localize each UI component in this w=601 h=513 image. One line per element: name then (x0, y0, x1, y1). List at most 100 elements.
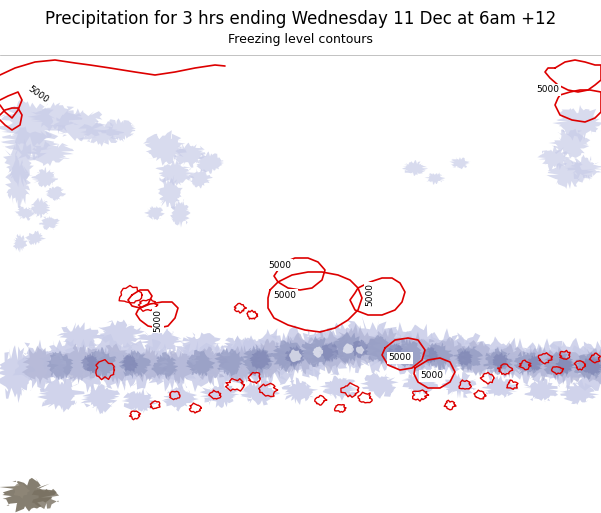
Polygon shape (514, 350, 542, 377)
Polygon shape (310, 322, 379, 376)
Polygon shape (144, 206, 165, 220)
Polygon shape (14, 205, 35, 221)
Polygon shape (78, 121, 124, 147)
Polygon shape (180, 332, 222, 359)
Polygon shape (537, 146, 572, 170)
Polygon shape (512, 338, 576, 383)
Polygon shape (81, 383, 120, 414)
Polygon shape (187, 168, 213, 189)
Polygon shape (93, 344, 139, 384)
Polygon shape (356, 346, 365, 354)
Polygon shape (157, 175, 183, 210)
Polygon shape (32, 488, 59, 509)
Text: Freezing level contours: Freezing level contours (228, 33, 373, 46)
Polygon shape (84, 347, 117, 379)
Text: 5000: 5000 (269, 261, 291, 269)
Polygon shape (388, 324, 455, 377)
Polygon shape (29, 198, 50, 219)
Polygon shape (362, 334, 393, 364)
Polygon shape (166, 341, 227, 392)
Polygon shape (155, 160, 197, 186)
Polygon shape (421, 347, 439, 363)
Polygon shape (0, 345, 35, 403)
Polygon shape (542, 350, 575, 380)
Text: 5000: 5000 (421, 371, 444, 381)
Polygon shape (412, 328, 478, 375)
Polygon shape (1, 126, 59, 161)
Polygon shape (549, 129, 590, 158)
Polygon shape (13, 340, 68, 392)
Polygon shape (394, 338, 424, 368)
Text: 5000: 5000 (388, 353, 412, 363)
Polygon shape (560, 380, 599, 405)
Polygon shape (26, 141, 74, 166)
Polygon shape (0, 478, 56, 512)
Polygon shape (192, 346, 230, 383)
Polygon shape (487, 343, 530, 378)
Polygon shape (37, 377, 85, 412)
Polygon shape (121, 388, 158, 413)
Polygon shape (28, 102, 82, 134)
Polygon shape (134, 343, 205, 391)
Polygon shape (46, 351, 73, 380)
Polygon shape (213, 336, 278, 389)
Polygon shape (552, 105, 601, 143)
Polygon shape (136, 328, 185, 355)
Polygon shape (555, 356, 575, 374)
Polygon shape (13, 233, 28, 252)
Polygon shape (566, 154, 601, 181)
Polygon shape (25, 231, 46, 245)
Polygon shape (220, 336, 262, 360)
Polygon shape (332, 317, 407, 374)
Polygon shape (80, 334, 156, 391)
Polygon shape (170, 199, 191, 228)
Polygon shape (12, 483, 30, 499)
Polygon shape (189, 343, 255, 389)
Polygon shape (249, 349, 271, 370)
Polygon shape (31, 167, 58, 188)
Polygon shape (302, 330, 352, 373)
Polygon shape (108, 339, 175, 389)
Polygon shape (483, 347, 513, 375)
Polygon shape (545, 346, 587, 385)
Polygon shape (93, 320, 145, 351)
Text: 5000: 5000 (273, 290, 296, 300)
Polygon shape (121, 355, 138, 372)
Polygon shape (454, 345, 483, 372)
Polygon shape (546, 158, 594, 189)
Polygon shape (81, 353, 100, 373)
Polygon shape (283, 327, 358, 381)
Polygon shape (214, 347, 245, 377)
Polygon shape (534, 338, 601, 392)
Polygon shape (466, 337, 528, 381)
Polygon shape (143, 130, 187, 166)
Polygon shape (118, 349, 152, 379)
Polygon shape (386, 343, 404, 361)
Polygon shape (456, 350, 474, 366)
Polygon shape (313, 346, 323, 358)
Polygon shape (450, 157, 471, 169)
Polygon shape (582, 356, 601, 376)
Polygon shape (343, 343, 354, 353)
Polygon shape (174, 143, 207, 168)
Polygon shape (493, 352, 508, 369)
Polygon shape (300, 336, 335, 367)
Polygon shape (319, 342, 340, 363)
Text: 5000: 5000 (537, 86, 560, 94)
Polygon shape (56, 322, 105, 354)
Polygon shape (197, 151, 224, 174)
Polygon shape (481, 375, 519, 401)
Polygon shape (441, 372, 477, 399)
Polygon shape (575, 348, 601, 384)
Polygon shape (235, 328, 306, 386)
Polygon shape (262, 325, 332, 383)
Polygon shape (39, 216, 60, 230)
Polygon shape (248, 339, 291, 379)
Polygon shape (3, 140, 38, 187)
Polygon shape (273, 332, 323, 374)
Polygon shape (162, 385, 199, 411)
Polygon shape (282, 378, 318, 405)
Polygon shape (319, 376, 360, 401)
Polygon shape (185, 350, 216, 377)
Polygon shape (289, 349, 302, 362)
